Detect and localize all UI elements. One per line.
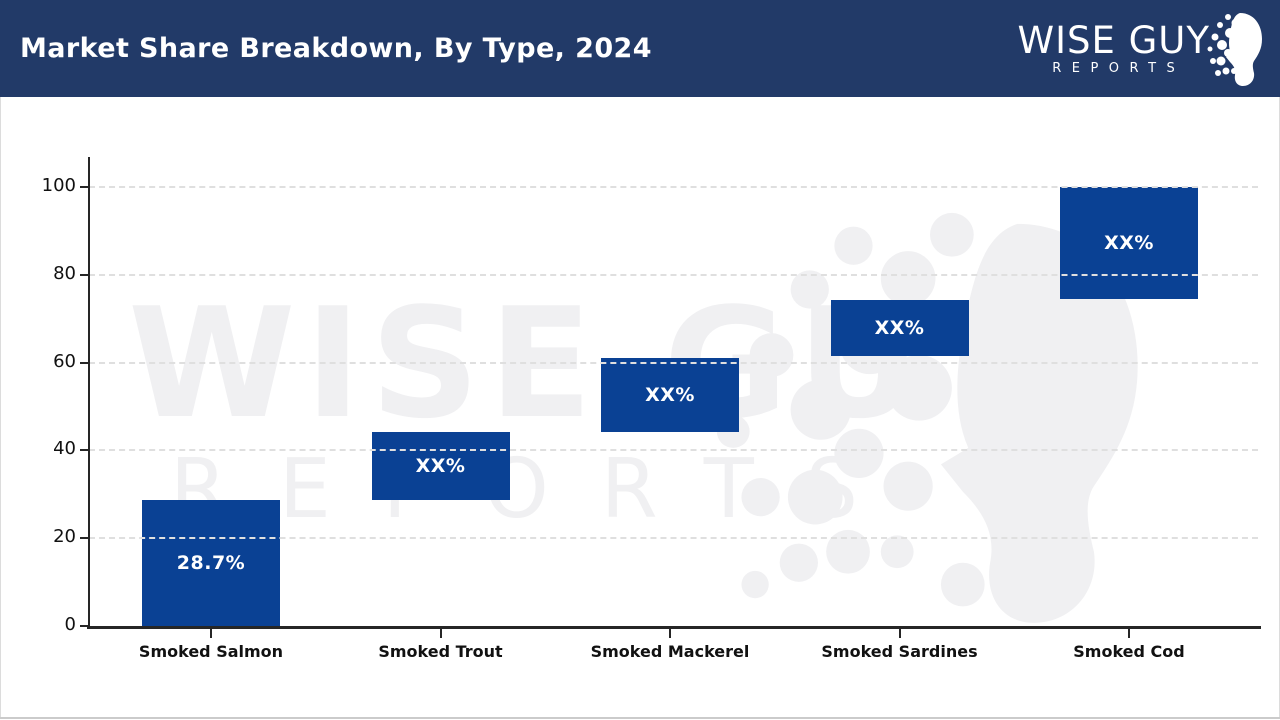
x-tick-label: Smoked Sardines [821,642,978,661]
y-tick-label: 40 [53,438,76,460]
bar-segment: 28.7% [142,500,280,626]
logo-wordmark: WISE GUY REPORTS [1017,18,1210,77]
y-tick-mark [80,537,89,540]
logo-subtitle-text: REPORTS [1052,61,1186,77]
logo-title-text: WISE GUY [1017,18,1210,62]
chart-area: WISE GUY REPORTS 0 20 40 60 80 100 28.7% Smoked… [0,97,1280,717]
bar-value-label: XX% [874,317,925,340]
gridline [89,186,1258,188]
bar-segment: XX% [601,358,739,432]
y-tick-mark [80,449,89,452]
bar-segment: XX% [830,299,969,357]
bar-value-label: XX% [1104,232,1154,255]
header-banner: Market Share Breakdown, By Type, 2024 WI… [0,0,1280,97]
y-tick-label: 80 [53,262,76,284]
bottom-border [0,717,1280,719]
y-tick-mark [80,273,89,276]
y-axis [88,157,90,629]
y-tick-label: 60 [53,350,76,372]
y-tick-mark [80,625,89,627]
bar-segment: XX% [371,431,510,500]
logo-head-icon [1207,13,1262,86]
x-tick-mark [898,629,901,638]
bar-value-label: XX% [645,383,695,406]
bar-value-label: 28.7% [176,551,246,574]
y-tick-mark [80,361,89,364]
wise-guy-logo: WISE GUY REPORTS [1018,6,1268,92]
bar-segment: XX% [1060,187,1198,300]
bar-value-label: XX% [415,454,466,477]
y-tick-label: 20 [53,526,76,548]
x-tick-label: Smoked Mackerel [590,642,750,661]
page-title: Market Share Breakdown, By Type, 2024 [20,33,652,64]
x-tick-label: Smoked Salmon [138,642,284,661]
gridline [89,537,1258,540]
y-tick-label: 100 [41,175,76,196]
x-tick-mark [439,629,442,638]
y-tick-mark [80,186,89,188]
x-tick-label: Smoked Cod [1073,642,1185,661]
gridline [89,361,1258,364]
gridline [89,449,1258,452]
x-tick-mark [210,629,212,638]
watermark-head-dots-icon [716,212,1138,623]
x-axis [87,626,1261,629]
x-tick-mark [1128,629,1130,638]
x-tick-label: Smoked Trout [378,642,503,661]
left-border [0,97,1,719]
y-tick-label: 0 [64,614,76,635]
x-tick-mark [669,629,671,638]
gridline [89,273,1258,276]
